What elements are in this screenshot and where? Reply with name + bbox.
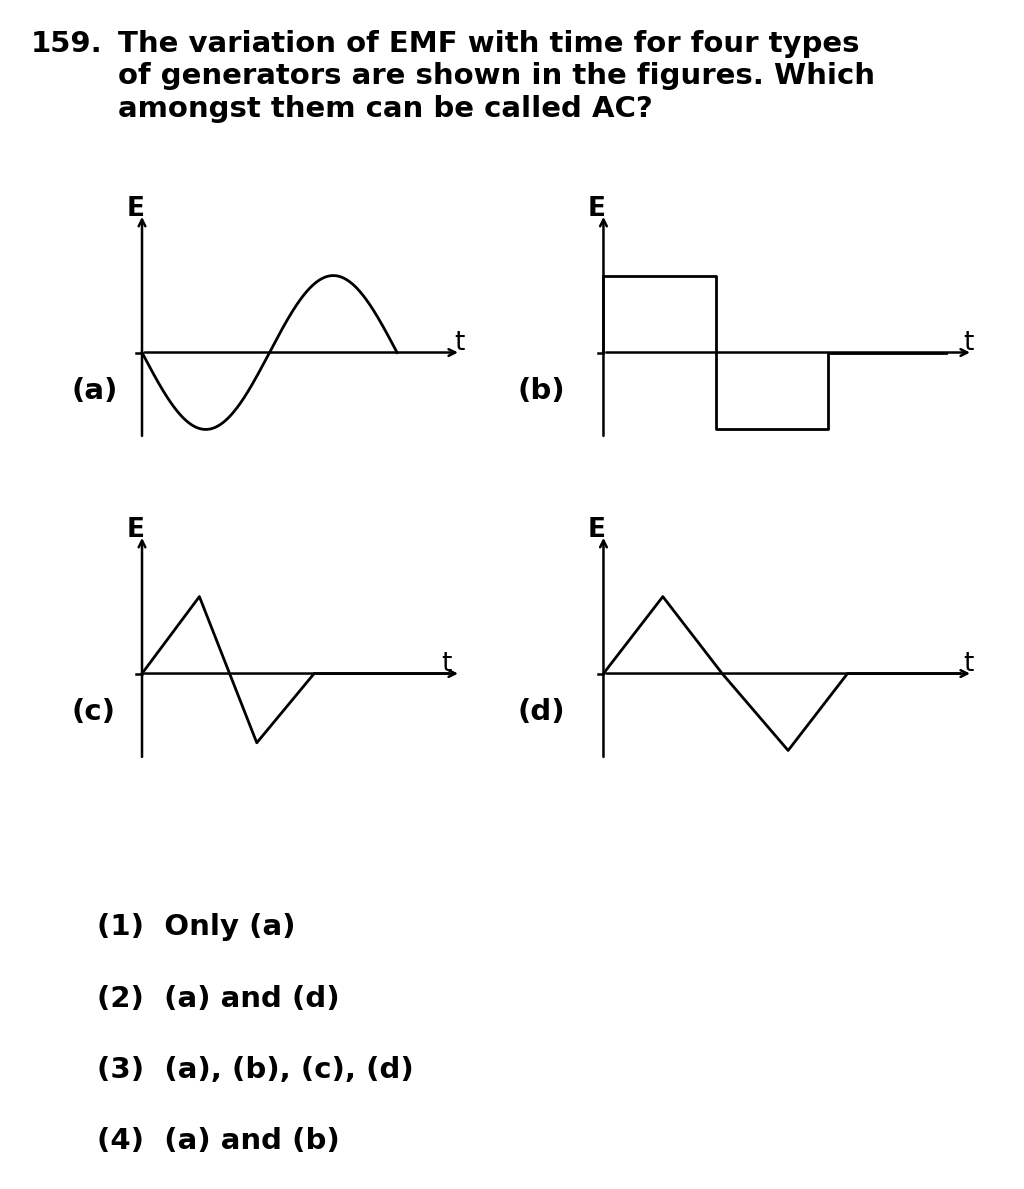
Text: t: t bbox=[455, 329, 465, 356]
Text: (1)  Only (a): (1) Only (a) bbox=[97, 913, 296, 942]
Text: t: t bbox=[441, 650, 452, 677]
Text: t: t bbox=[964, 650, 974, 677]
Text: E: E bbox=[588, 517, 606, 542]
Text: (d): (d) bbox=[518, 698, 565, 726]
Text: (c): (c) bbox=[72, 698, 116, 726]
Text: The variation of EMF with time for four types
of generators are shown in the fig: The variation of EMF with time for four … bbox=[118, 30, 874, 122]
Text: (a): (a) bbox=[72, 377, 118, 405]
Text: t: t bbox=[964, 329, 974, 356]
Text: E: E bbox=[127, 196, 144, 221]
Text: 159.: 159. bbox=[31, 30, 102, 58]
Text: E: E bbox=[127, 517, 144, 542]
Text: (3)  (a), (b), (c), (d): (3) (a), (b), (c), (d) bbox=[97, 1056, 414, 1084]
Text: (b): (b) bbox=[518, 377, 565, 405]
Text: E: E bbox=[588, 196, 606, 221]
Text: (4)  (a) and (b): (4) (a) and (b) bbox=[97, 1127, 340, 1156]
Text: (2)  (a) and (d): (2) (a) and (d) bbox=[97, 984, 340, 1013]
